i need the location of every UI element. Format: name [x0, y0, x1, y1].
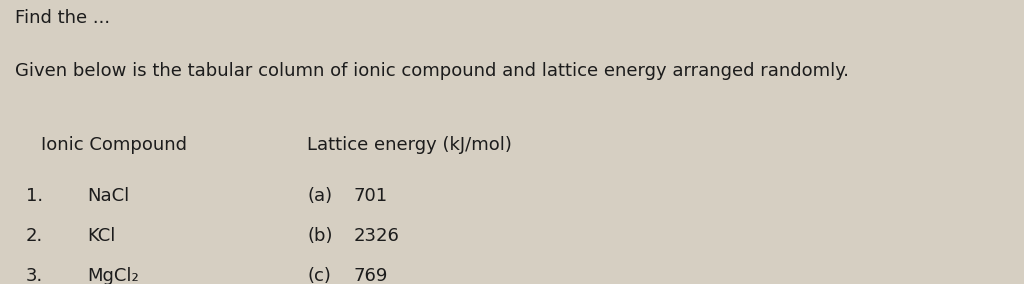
- Text: NaCl: NaCl: [87, 187, 129, 205]
- Text: 1.: 1.: [26, 187, 43, 205]
- Text: (c): (c): [307, 267, 331, 284]
- Text: Lattice energy (kJ/mol): Lattice energy (kJ/mol): [307, 136, 512, 154]
- Text: KCl: KCl: [87, 227, 116, 245]
- Text: 2.: 2.: [26, 227, 43, 245]
- Text: 3.: 3.: [26, 267, 43, 284]
- Text: (b): (b): [307, 227, 333, 245]
- Text: Ionic Compound: Ionic Compound: [41, 136, 187, 154]
- Text: (a): (a): [307, 187, 333, 205]
- Text: Find the ...: Find the ...: [15, 9, 111, 26]
- Text: 769: 769: [353, 267, 388, 284]
- Text: 2326: 2326: [353, 227, 399, 245]
- Text: MgCl₂: MgCl₂: [87, 267, 139, 284]
- Text: Given below is the tabular column of ionic compound and lattice energy arranged : Given below is the tabular column of ion…: [15, 62, 849, 80]
- Text: 701: 701: [353, 187, 387, 205]
